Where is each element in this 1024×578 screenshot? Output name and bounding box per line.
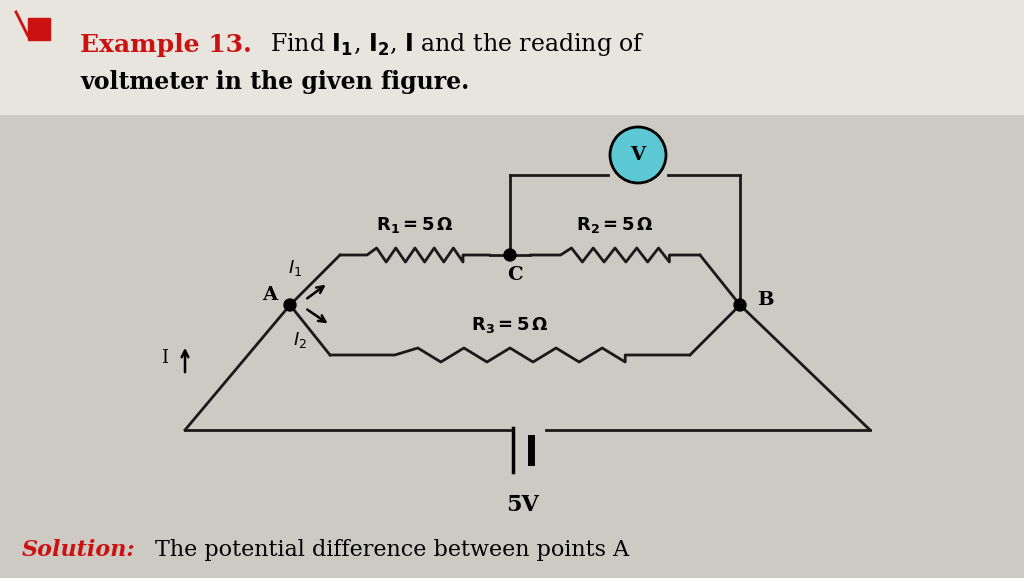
Text: $\mathbf{R_2=5\,\Omega}$: $\mathbf{R_2=5\,\Omega}$ (577, 215, 654, 235)
Text: I: I (162, 349, 169, 367)
Circle shape (734, 299, 746, 311)
Text: 5V: 5V (507, 494, 540, 516)
Text: voltmeter in the given figure.: voltmeter in the given figure. (80, 70, 469, 94)
Circle shape (284, 299, 296, 311)
Text: A: A (262, 286, 278, 304)
Text: B: B (757, 291, 773, 309)
Text: Solution:: Solution: (22, 539, 135, 561)
FancyBboxPatch shape (0, 0, 1024, 115)
Text: V: V (631, 146, 645, 164)
Text: $I_1$: $I_1$ (288, 258, 302, 278)
Text: $\mathbf{R_3=5\,\Omega}$: $\mathbf{R_3=5\,\Omega}$ (471, 315, 549, 335)
Text: Example 13.: Example 13. (80, 33, 252, 57)
Text: Find $\mathbf{I_1}$, $\mathbf{I_2}$, $\mathbf{I}$ and the reading of: Find $\mathbf{I_1}$, $\mathbf{I_2}$, $\m… (270, 31, 645, 58)
Bar (28, 18, 50, 40)
Text: $\mathbf{R_1=5\,\Omega}$: $\mathbf{R_1=5\,\Omega}$ (376, 215, 454, 235)
Text: $I_2$: $I_2$ (293, 330, 307, 350)
Circle shape (504, 249, 516, 261)
Text: C: C (507, 266, 523, 284)
FancyBboxPatch shape (0, 523, 1024, 578)
Circle shape (610, 127, 666, 183)
Text: The potential difference between points A: The potential difference between points … (155, 539, 629, 561)
